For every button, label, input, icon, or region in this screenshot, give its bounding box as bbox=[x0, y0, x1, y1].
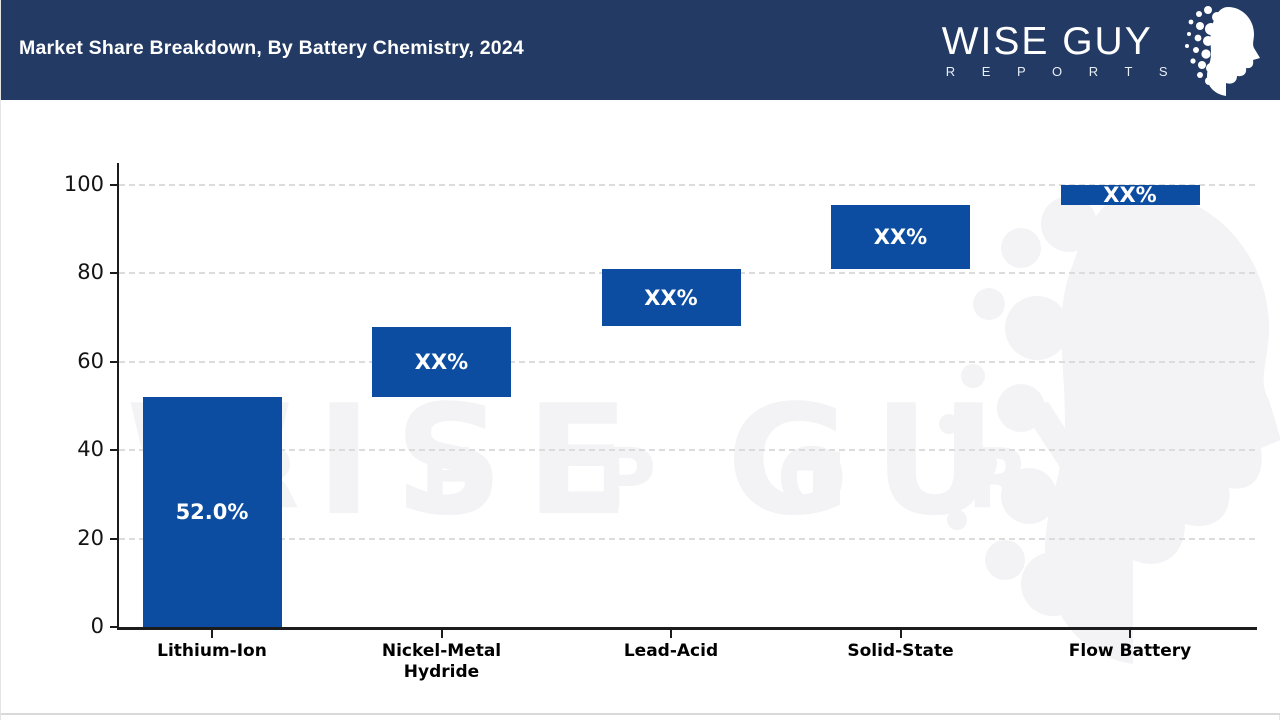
category-label-3: Solid-State bbox=[847, 641, 954, 661]
watermark-face-icon bbox=[939, 192, 1280, 664]
logo-text: WISE GUY R E P O R T S bbox=[941, 19, 1179, 79]
y-tick-mark-60 bbox=[110, 360, 119, 363]
bar-value-label: XX% bbox=[873, 225, 928, 249]
y-tick-label-60: 60 bbox=[77, 348, 104, 373]
y-tick-label-20: 20 bbox=[77, 525, 104, 550]
y-tick-label-100: 100 bbox=[63, 172, 104, 197]
bar-value-label: XX% bbox=[1103, 183, 1157, 208]
x-tick-mark-2 bbox=[670, 629, 672, 638]
y-tick-mark-0 bbox=[110, 626, 119, 628]
x-tick-mark-4 bbox=[1129, 629, 1131, 638]
y-tick-mark-80 bbox=[110, 272, 119, 275]
y-tick-mark-100 bbox=[110, 184, 119, 187]
logo-wordmark: WISE GUY bbox=[941, 19, 1153, 63]
chart-title: Market Share Breakdown, By Battery Chemi… bbox=[19, 36, 524, 59]
x-tick-mark-3 bbox=[899, 629, 902, 638]
logo-face-icon bbox=[1185, 6, 1260, 96]
category-label-4: Flow Battery bbox=[1068, 641, 1192, 661]
header-band: Market Share Breakdown, By Battery Chemi… bbox=[1, 0, 1280, 100]
chart-area: WISE GUY R E P O R T S 02040608010052.0%… bbox=[1, 100, 1280, 714]
y-tick-label-40: 40 bbox=[77, 437, 104, 462]
x-axis-spine bbox=[117, 627, 1257, 630]
gridline-100 bbox=[119, 184, 1255, 187]
bar-solid-state: XX% bbox=[831, 204, 970, 270]
y-tick-mark-40 bbox=[110, 449, 119, 452]
bottom-border-line bbox=[1, 713, 1280, 715]
y-tick-label-80: 80 bbox=[77, 260, 104, 285]
gridline-60 bbox=[119, 360, 1255, 363]
bar-value-label: 52.0% bbox=[175, 500, 249, 525]
y-tick-mark-20 bbox=[110, 537, 119, 540]
x-tick-mark-1 bbox=[440, 629, 443, 638]
bar-nickel-metal-hydride: XX% bbox=[372, 326, 511, 398]
bar-value-label: XX% bbox=[644, 285, 698, 310]
bar-value-label: XX% bbox=[414, 349, 469, 374]
bar-flow-battery: XX% bbox=[1060, 183, 1200, 208]
wise-guy-reports-logo: WISE GUY R E P O R T S bbox=[942, 4, 1265, 96]
y-axis-spine bbox=[117, 163, 119, 629]
x-tick-mark-0 bbox=[211, 629, 213, 638]
bar-lead-acid: XX% bbox=[601, 269, 741, 327]
bar-lithium-ion: 52.0% bbox=[142, 397, 282, 627]
gridline-20 bbox=[119, 537, 1255, 540]
category-label-2: Lead-Acid bbox=[623, 641, 719, 661]
y-tick-label-0: 0 bbox=[90, 614, 104, 638]
logo-subtitle: R E P O R T S bbox=[945, 63, 1179, 79]
category-label-0: Lithium-Ion bbox=[157, 641, 267, 661]
gridline-40 bbox=[119, 449, 1255, 452]
category-label-1: Nickel-Metal Hydride bbox=[381, 641, 502, 682]
